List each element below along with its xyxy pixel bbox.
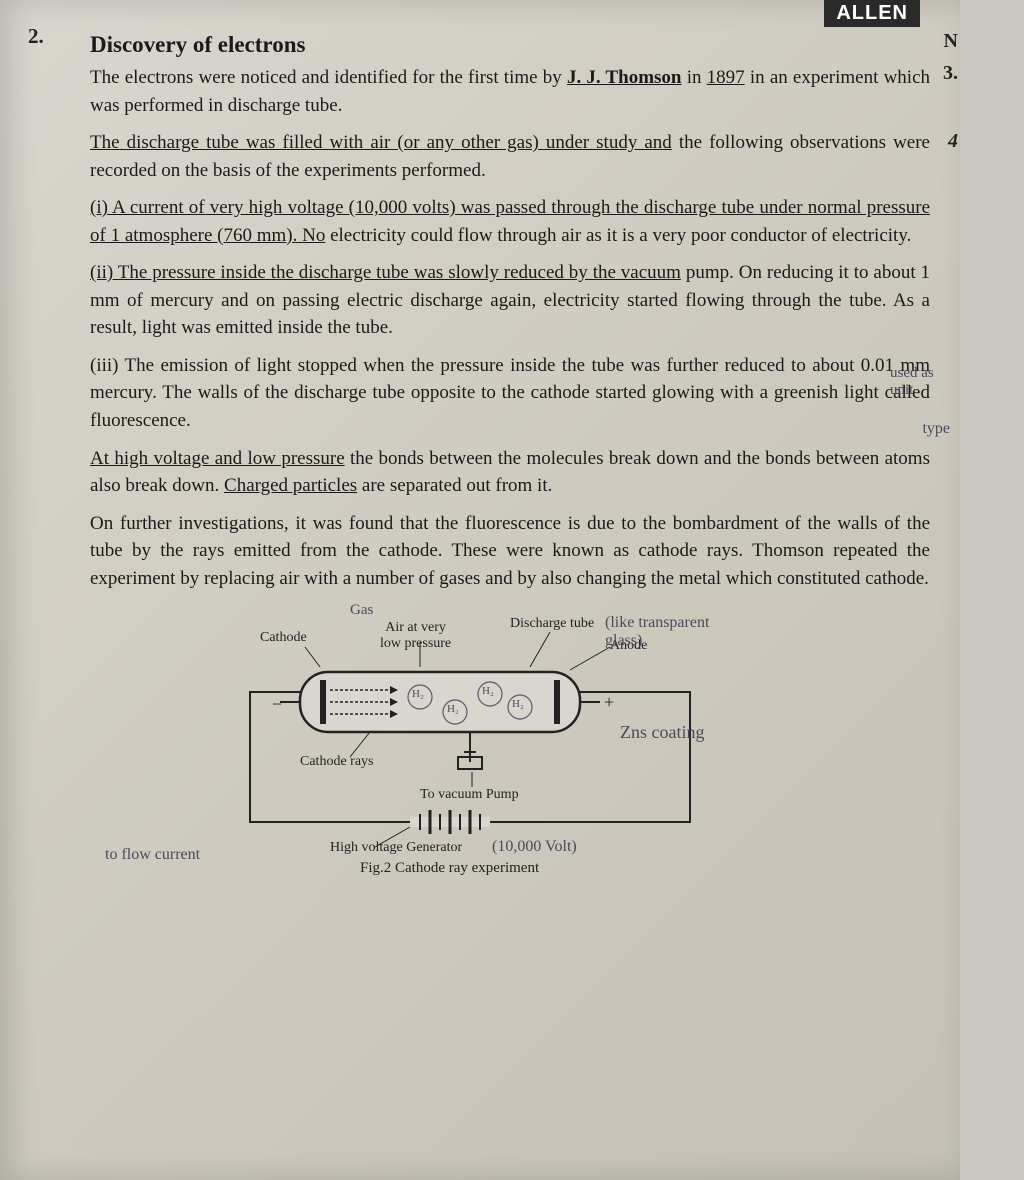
text: The discharge tube was filled with air (… xyxy=(90,132,672,153)
para-3: At high voltage and low pressure the bon… xyxy=(90,445,930,500)
text: (ii) The pressure inside the discharge t… xyxy=(90,262,681,283)
text: are separated out from it. xyxy=(357,475,552,496)
label-air: Air at very low pressure xyxy=(380,620,451,652)
text: electricity could flow through air as it… xyxy=(325,225,911,246)
hand-flow: to flow current xyxy=(105,846,200,864)
label-cathode-rays: Cathode rays xyxy=(300,754,373,770)
text: The electrons were noticed and identifie… xyxy=(90,67,567,88)
thomson-name: J. J. Thomson xyxy=(567,67,682,88)
label-generator: High voltage Generator xyxy=(330,840,462,856)
text: At high voltage and low pressure xyxy=(90,448,345,469)
hand-zns: Zns coating xyxy=(620,722,704,743)
observation-1: (i) A current of very high voltage (10,0… xyxy=(90,194,930,249)
text: in xyxy=(682,67,707,88)
label-cathode: Cathode xyxy=(260,630,307,646)
textbook-page: ALLEN N 3. 4 2. Discovery of electrons T… xyxy=(0,0,960,1180)
hand-glass: (like transparent glass) xyxy=(605,614,730,650)
section-title: Discovery of electrons xyxy=(90,32,930,58)
hand-h2-1: H₂ xyxy=(412,688,424,700)
label-plus: + xyxy=(604,692,614,713)
margin-num-4: 4 xyxy=(948,130,958,153)
label-minus: − xyxy=(272,694,282,715)
label-discharge: Discharge tube xyxy=(510,616,594,632)
text: Charged particles xyxy=(224,475,357,496)
year: 1897 xyxy=(707,67,745,88)
hand-type: type xyxy=(922,420,950,438)
hand-h2-4: H₂ xyxy=(512,698,524,710)
intro-para-1: The electrons were noticed and identifie… xyxy=(90,64,930,119)
margin-num-3: 3. xyxy=(943,62,958,85)
figure-caption: Fig.2 Cathode ray experiment xyxy=(360,860,539,877)
intro-para-2: The discharge tube was filled with air (… xyxy=(90,129,930,184)
margin-letter: N xyxy=(944,30,958,53)
hand-gas: Gas xyxy=(350,602,373,619)
hand-used-as: used as unit xyxy=(890,365,950,399)
para-4: On further investigations, it was found … xyxy=(90,510,930,593)
hand-volt: (10,000 Volt) xyxy=(492,838,577,856)
publisher-logo: ALLEN xyxy=(824,0,920,27)
content-block: Discovery of electrons The electrons wer… xyxy=(90,32,930,867)
cathode-ray-diagram: Cathode Air at very low pressure Dischar… xyxy=(210,602,730,867)
label-vacuum: To vacuum Pump xyxy=(420,787,519,803)
hand-h2-2: H₂ xyxy=(447,703,459,715)
hand-h2-3: H₂ xyxy=(482,685,494,697)
observation-3: (iii) The emission of light stopped when… xyxy=(90,352,930,435)
observation-2: (ii) The pressure inside the discharge t… xyxy=(90,259,930,342)
section-number: 2. xyxy=(28,24,44,49)
